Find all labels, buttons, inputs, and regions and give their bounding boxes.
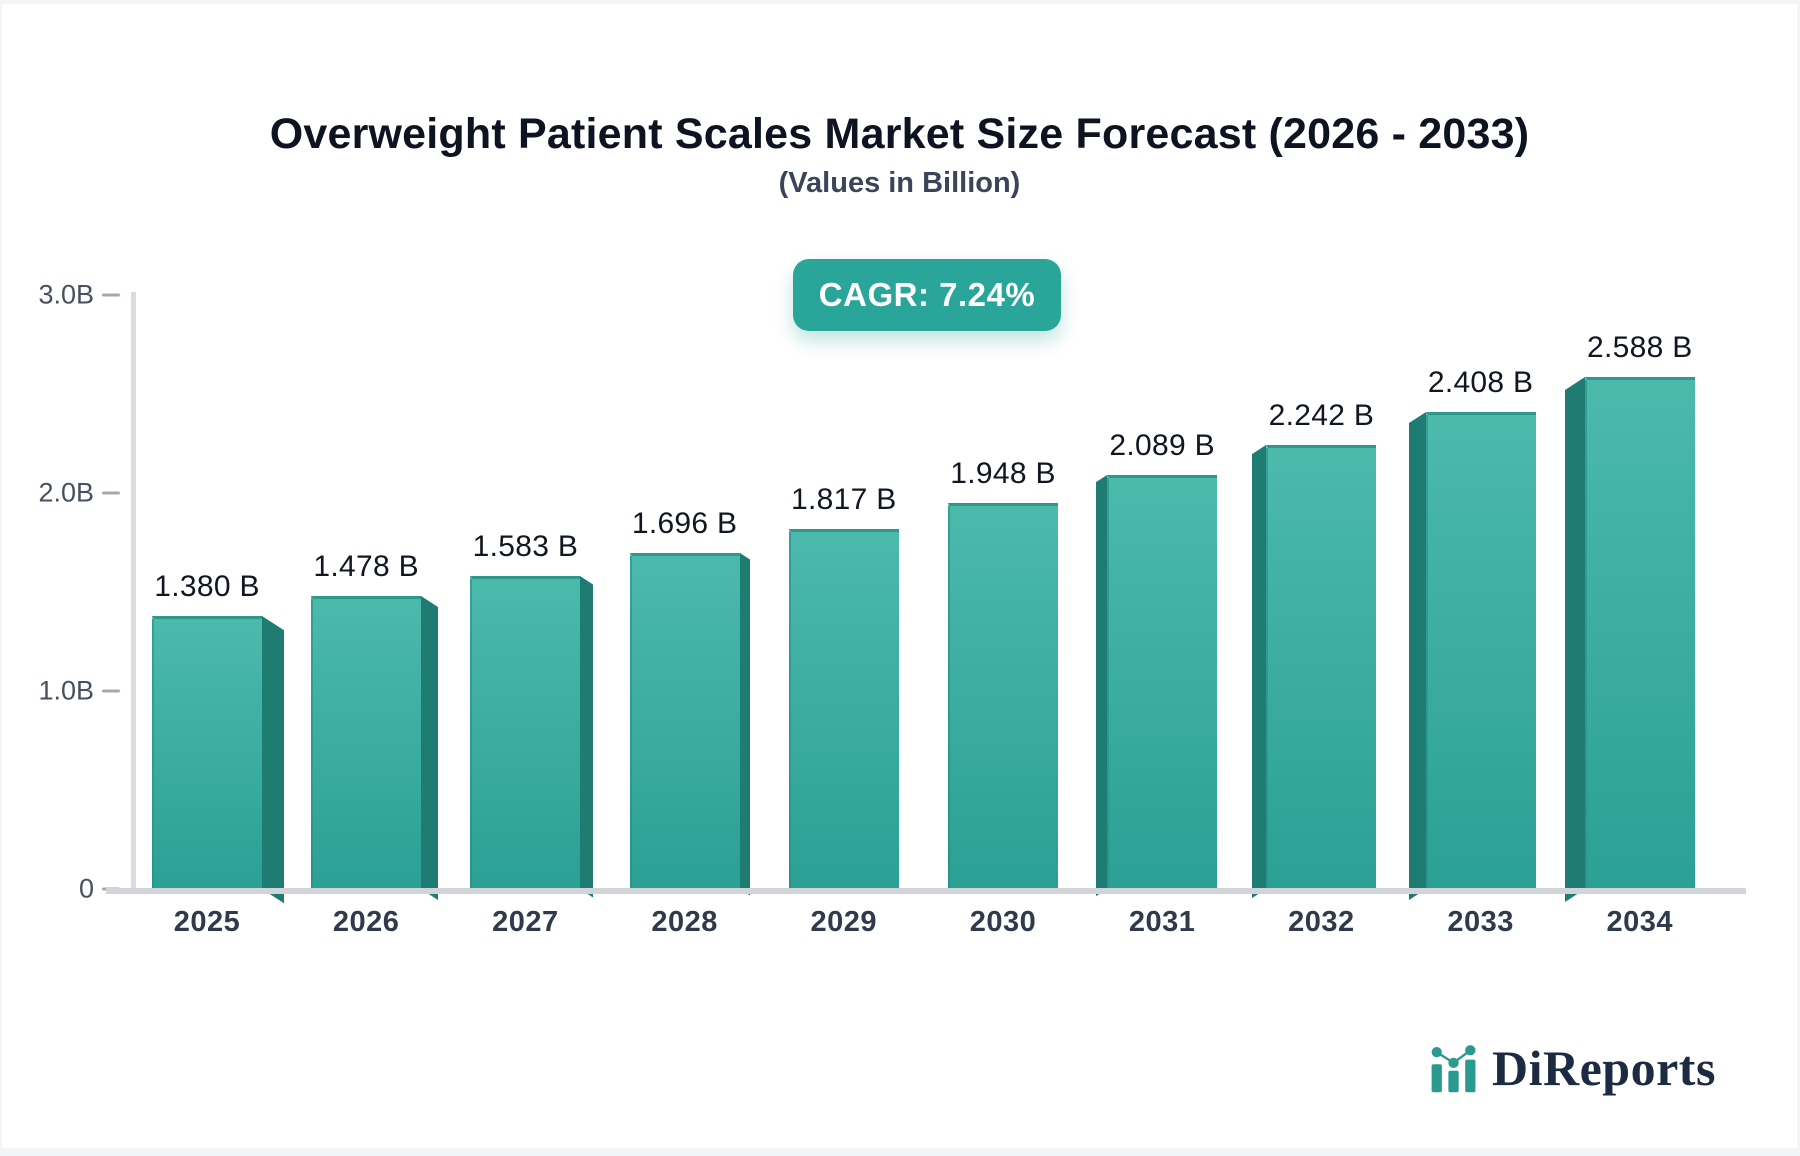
bar-value-label-2032: 2.242 B [1268,399,1375,432]
bar-value-label-2027: 1.583 B [472,530,579,563]
bar-value-label-2029: 1.817 B [791,483,897,516]
bar-value-label-2025: 1.380 B [154,570,260,603]
bar-value-label-2034: 2.588 B [1587,331,1693,364]
y-tick-mark [102,491,120,495]
bar-2028[interactable] [629,553,740,889]
cagr-badge: CAGR: 7.24% [793,259,1061,331]
bar-2030[interactable] [948,503,1058,889]
brand-logo: DiReports [1426,1034,1716,1102]
bar-side-face-2034 [1564,377,1585,902]
bar-2026[interactable] [311,596,422,889]
bar-side-face-2033 [1408,412,1426,901]
bar-side-face-2031 [1096,475,1108,897]
y-tick-label-1.0B: 1.0B [38,675,94,706]
x-axis-label-2032: 2032 [1288,906,1355,938]
x-axis-label-2028: 2028 [651,906,718,938]
bar-value-label-2026: 1.478 B [313,550,419,583]
x-axis-label-2030: 2030 [969,906,1037,938]
x-axis-label-2031: 2031 [1128,906,1196,938]
y-axis-line [131,292,136,893]
bar-2034[interactable] [1584,377,1695,889]
bar-side-face-2025 [262,616,284,904]
x-axis-label-2033: 2033 [1447,906,1514,938]
bar-side-face-2028 [739,553,750,896]
bar-2032[interactable] [1266,445,1377,889]
bar-side-face-2026 [421,596,439,901]
y-tick-mark [102,689,120,693]
chart-subtitle: (Values in Billion) [778,167,1021,199]
y-tick-mark [102,293,120,297]
bar-side-face-2027 [580,576,594,898]
bar-2027[interactable] [470,576,581,889]
bar-side-face-2032 [1252,445,1267,899]
x-axis-label-2034: 2034 [1606,906,1674,938]
bar-2033[interactable] [1425,412,1536,889]
x-axis-label-2025: 2025 [173,906,241,938]
mini-bar-chart-icon [1431,1045,1476,1093]
bar-value-label-2031: 2.089 B [1109,429,1215,462]
cagr-badge-label: CAGR: 7.24% [818,276,1036,313]
bar-2025[interactable] [152,616,262,889]
bar-value-label-2030: 1.948 B [950,457,1056,490]
x-axis-label-2026: 2026 [332,906,400,938]
bar-2031[interactable] [1107,475,1218,889]
chart-title: Overweight Patient Scales Market Size Fo… [269,110,1530,158]
bar-value-label-2028: 1.696 B [631,507,738,540]
x-axis-label-2027: 2027 [492,906,559,938]
y-tick-label-2.0B: 2.0B [38,477,94,508]
chart-card: Overweight Patient Scales Market Size Fo… [2,4,1797,1148]
x-axis-label-2029: 2029 [810,906,878,938]
y-tick-label-0: 0 [78,873,94,904]
x-axis-baseline [106,888,1746,894]
y-tick-label-3.0B: 3.0B [38,279,94,310]
bar-2029[interactable] [788,529,899,889]
brand-logo-text: DiReports [1492,1040,1716,1096]
bar-value-label-2033: 2.408 B [1427,366,1534,399]
